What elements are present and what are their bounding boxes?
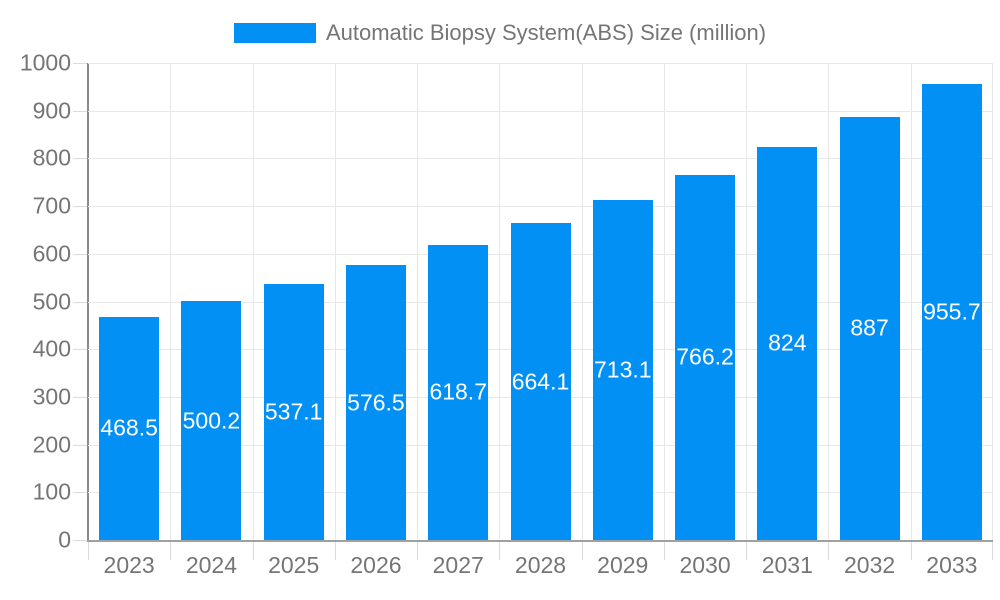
x-tick <box>88 542 89 560</box>
y-tick <box>73 492 87 494</box>
x-axis-label: 2028 <box>514 552 567 578</box>
y-axis-label: 0 <box>58 526 71 553</box>
x-tick <box>663 542 665 560</box>
y-axis-label: 100 <box>32 478 71 505</box>
y-axis-label: 500 <box>32 288 71 314</box>
y-axis-label: 300 <box>32 383 71 410</box>
x-tick <box>581 542 583 560</box>
bar-value-label: 955.7 <box>923 298 981 325</box>
x-gridline <box>499 63 501 540</box>
x-axis-label: 2025 <box>268 552 320 578</box>
x-axis-label: 2027 <box>432 552 484 578</box>
bar-2032[interactable]: 887 <box>839 116 900 540</box>
x-tick <box>170 542 172 560</box>
y-tick <box>73 444 87 446</box>
y-tick <box>73 396 87 398</box>
x-tick <box>252 542 254 560</box>
x-gridline <box>334 63 336 540</box>
y-tick <box>73 301 87 303</box>
y-axis-label: 700 <box>32 192 71 219</box>
x-tick <box>992 542 993 560</box>
x-gridline <box>910 63 912 540</box>
y-gridline <box>88 158 993 160</box>
bar-value-label: 766.2 <box>676 343 734 370</box>
bar-2029[interactable]: 713.1 <box>592 199 653 540</box>
x-axis-label: 2026 <box>350 552 402 578</box>
x-axis-label: 2033 <box>926 552 978 578</box>
x-gridline <box>992 63 993 540</box>
legend-label: Automatic Biopsy System(ABS) Size (milli… <box>325 20 767 45</box>
y-tick <box>73 349 87 351</box>
y-tick <box>73 63 87 64</box>
plot-area: 0 100 200 300 400 500 600 700 800 900 1000 468.5 202… <box>20 50 993 578</box>
x-tick <box>746 542 748 560</box>
bar-2024[interactable]: 500.2 <box>181 301 242 540</box>
bar-2025[interactable]: 537.1 <box>263 283 324 540</box>
y-tick <box>73 540 87 541</box>
bar-2033[interactable]: 955.7 <box>921 84 982 540</box>
x-gridline <box>746 63 748 540</box>
bar-2031[interactable]: 824 <box>757 146 818 540</box>
legend-swatch <box>233 23 316 43</box>
bar-2026[interactable]: 576.5 <box>345 265 406 540</box>
x-axis-label: 2029 <box>597 552 649 578</box>
x-tick <box>910 542 912 560</box>
y-tick <box>73 158 87 160</box>
bar-2023[interactable]: 468.5 <box>99 316 160 540</box>
y-axis-label: 900 <box>32 97 71 124</box>
y-axis-label: 800 <box>32 144 71 171</box>
y-axis-label: 200 <box>32 431 71 458</box>
bar-2027[interactable]: 618.7 <box>428 244 489 540</box>
x-tick <box>828 542 830 560</box>
x-gridline <box>663 63 665 540</box>
bar-value-label: 664.1 <box>511 368 570 395</box>
x-gridline <box>828 63 830 540</box>
y-axis-label: 400 <box>32 335 71 362</box>
x-tick <box>334 542 336 560</box>
x-axis-label: 2030 <box>679 552 731 578</box>
bar-2030[interactable]: 766.2 <box>675 174 736 540</box>
legend-item[interactable]: Automatic Biopsy System(ABS) Size (milli… <box>0 20 1000 46</box>
x-axis-label: 2032 <box>843 552 896 578</box>
bar-value-label: 824 <box>768 329 807 356</box>
x-gridline <box>170 63 172 540</box>
x-tick <box>417 542 419 560</box>
bar-value-label: 537.1 <box>264 398 323 425</box>
bar-value-label: 618.7 <box>429 378 487 405</box>
bar-value-label: 576.5 <box>347 389 405 415</box>
x-axis-label: 2031 <box>761 552 813 578</box>
bar-value-label: 500.2 <box>182 407 241 434</box>
x-gridline <box>252 63 254 540</box>
x-axis-line <box>87 540 993 542</box>
y-axis-label: 600 <box>32 240 71 267</box>
y-tick <box>73 253 87 255</box>
bar-value-label: 887 <box>850 314 889 341</box>
y-gridline <box>88 206 993 208</box>
y-tick <box>73 206 87 208</box>
y-gridline <box>88 63 993 64</box>
x-axis-label: 2023 <box>103 552 155 578</box>
y-gridline <box>88 110 993 112</box>
x-tick <box>499 542 501 560</box>
x-axis-label: 2024 <box>185 552 237 578</box>
bar-2028[interactable]: 664.1 <box>510 223 571 540</box>
y-axis-label: 1000 <box>19 49 71 76</box>
x-gridline <box>417 63 419 540</box>
bar-value-label: 713.1 <box>593 356 652 383</box>
x-gridline <box>581 63 583 540</box>
y-tick <box>73 110 87 112</box>
bar-value-label: 468.5 <box>100 414 158 441</box>
